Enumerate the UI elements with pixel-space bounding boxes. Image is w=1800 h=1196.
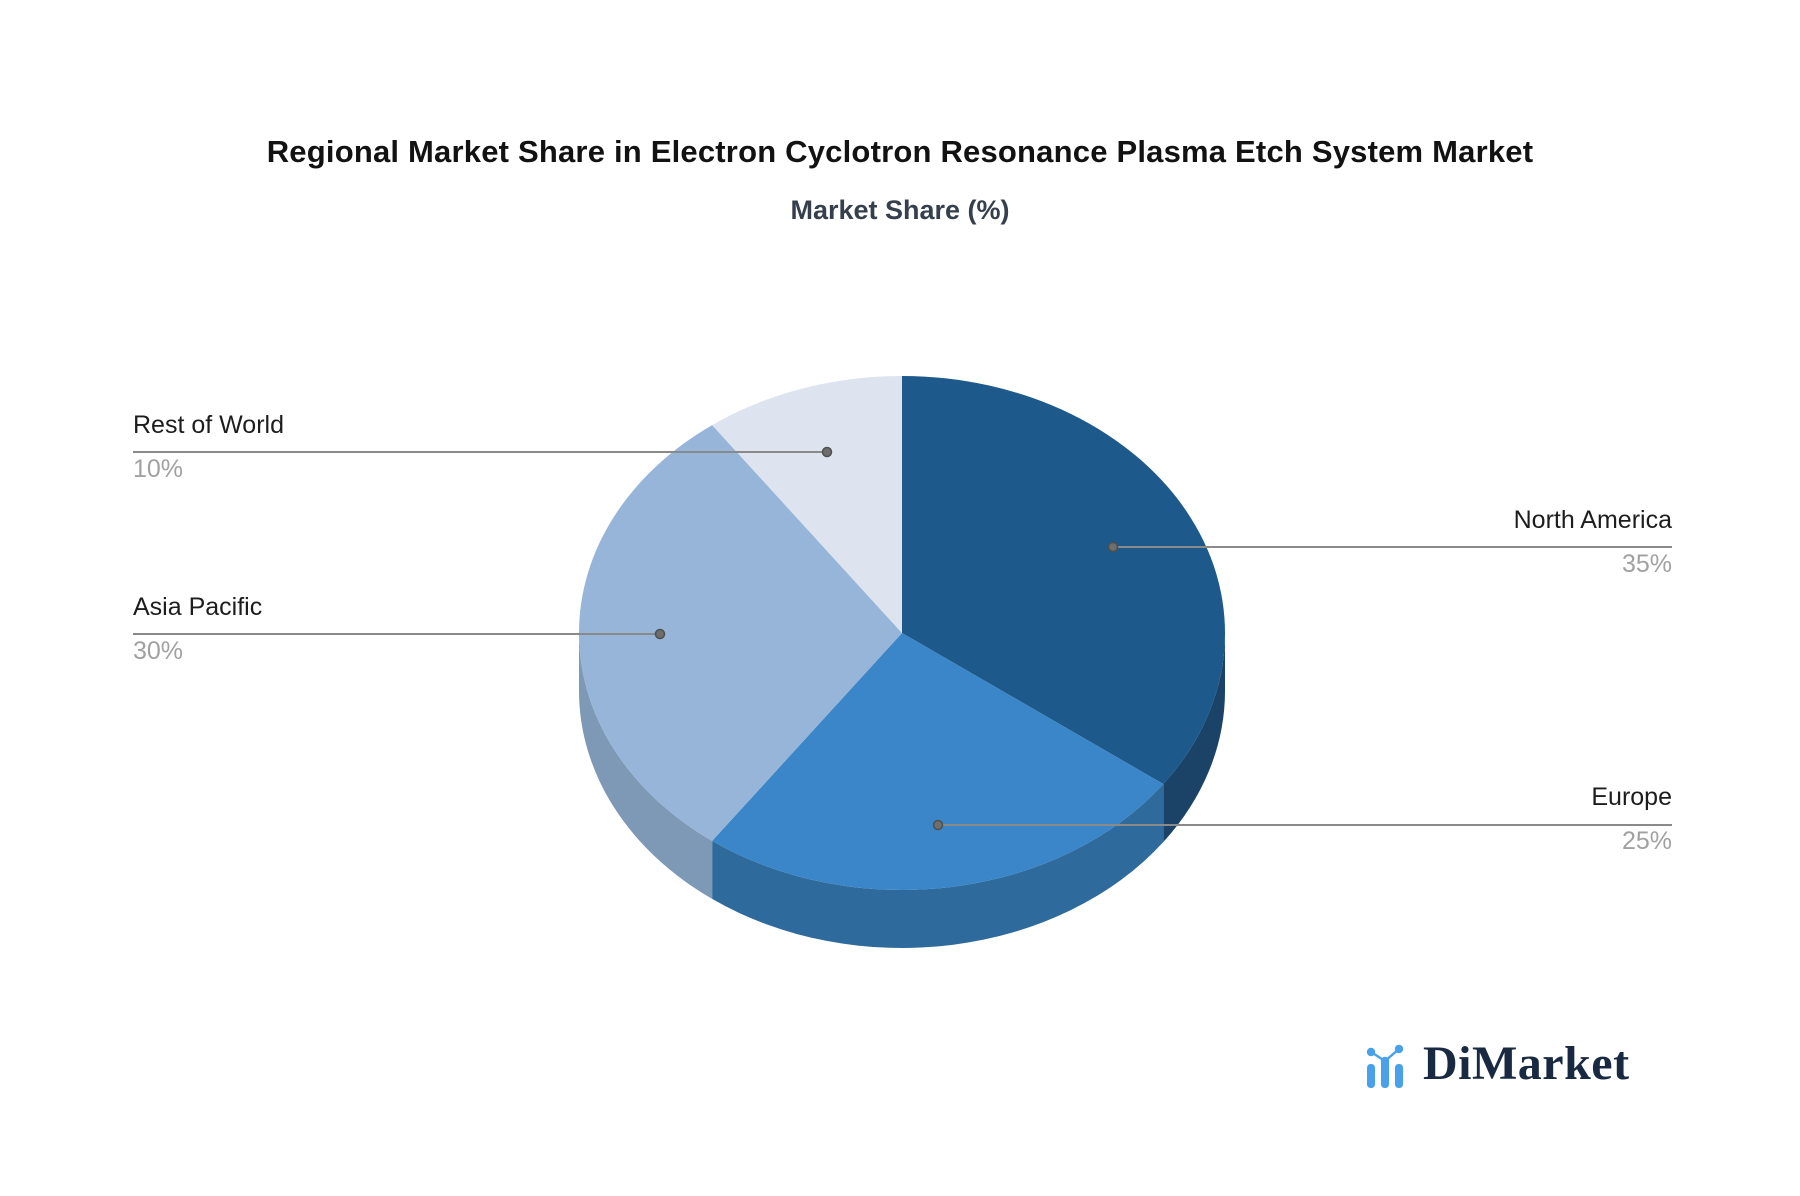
pie-slices	[579, 376, 1225, 890]
pie-slice-rest-of-world[interactable]	[712, 376, 902, 633]
leader-dot-north-america	[1107, 541, 1119, 553]
logo-bars-icon	[1366, 1044, 1404, 1088]
callout-rest-of-world: Rest of World 10%	[133, 410, 284, 484]
slice-label: Asia Pacific	[133, 593, 263, 621]
pie-slice-north-america[interactable]	[902, 376, 1225, 785]
callout-north-america: North America 35%	[1514, 505, 1672, 579]
slice-value: 25%	[1621, 827, 1672, 855]
pie-side-europe	[712, 784, 1164, 948]
pie-slice-asia-pacific[interactable]	[579, 425, 902, 841]
logo-text: DiMarket	[1423, 1037, 1630, 1090]
slice-value: 10%	[133, 455, 184, 483]
slice-label: Europe	[1591, 783, 1672, 811]
pie-side-asia-pacific	[579, 633, 713, 899]
slice-value: 30%	[133, 637, 184, 665]
chart-subtitle: Market Share (%)	[790, 195, 1010, 225]
callout-europe: Europe 25%	[1591, 782, 1672, 856]
pie-side-walls	[579, 633, 1225, 948]
callout-leader-lines	[133, 446, 1672, 831]
leader-dot-europe	[932, 819, 944, 831]
brand-logo: DiMarket	[1363, 1040, 1630, 1088]
chart-title: Regional Market Share in Electron Cyclot…	[266, 134, 1534, 169]
leader-dot-rest-of-world	[821, 446, 833, 458]
pie-side-north-america	[1163, 633, 1225, 843]
slice-value: 35%	[1621, 550, 1672, 578]
slice-label: North America	[1513, 506, 1672, 534]
callout-asia-pacific: Asia Pacific 30%	[133, 592, 262, 666]
leader-dot-asia-pacific	[654, 628, 666, 640]
slice-label: Rest of World	[133, 411, 284, 439]
